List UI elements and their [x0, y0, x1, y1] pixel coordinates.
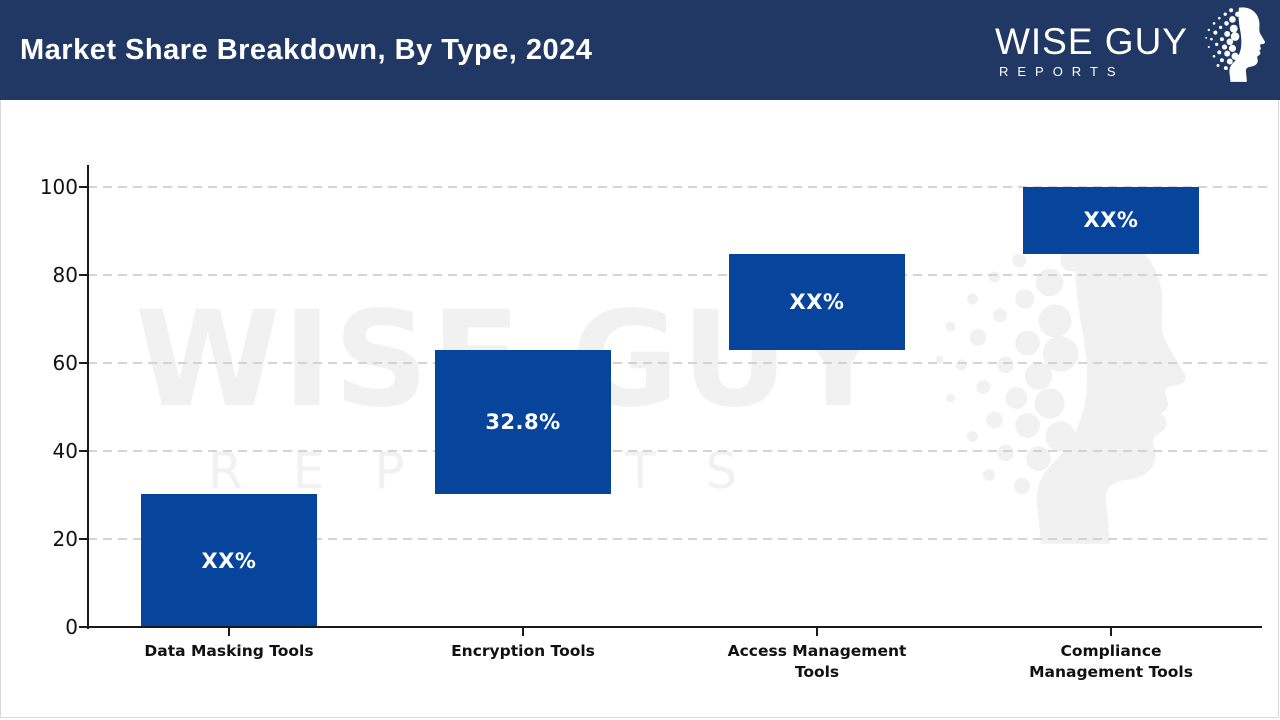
y-axis-tick	[79, 626, 88, 628]
x-axis-line	[87, 626, 1262, 628]
bar-1: XX%	[141, 494, 317, 627]
x-axis-tick	[816, 628, 818, 636]
x-category-label: Compliance Management Tools	[1029, 642, 1193, 681]
y-tick-label: 60	[52, 351, 78, 375]
gridline	[88, 274, 1270, 276]
gridline	[88, 362, 1270, 364]
gridline	[88, 450, 1270, 452]
y-axis-tick	[79, 186, 88, 188]
bar-value-label: 32.8%	[485, 409, 561, 434]
x-axis-tick	[522, 628, 524, 636]
bar-value-label: XX%	[201, 548, 257, 573]
x-category-label: Encryption Tools	[451, 642, 595, 660]
bar-value-label: XX%	[789, 289, 845, 314]
y-tick-label: 0	[65, 615, 78, 639]
bar-3: XX%	[729, 253, 905, 350]
brand-logo-text: WISE GUY REPORTS	[994, 21, 1188, 80]
brand-name: WISE GUY	[994, 21, 1188, 62]
y-axis-tick	[79, 274, 88, 276]
page-title: Market Share Breakdown, By Type, 2024	[20, 34, 593, 66]
y-tick-label: 100	[39, 175, 78, 199]
y-axis-tick	[79, 362, 88, 364]
gridline	[88, 538, 1270, 540]
y-tick-label: 20	[52, 527, 78, 551]
brand-subtitle: REPORTS	[998, 64, 1125, 79]
bar-4: XX%	[1023, 187, 1199, 254]
y-axis-tick	[79, 450, 88, 452]
x-axis-tick	[1110, 628, 1112, 636]
bar-value-label: XX%	[1083, 208, 1139, 233]
x-axis-tick	[228, 628, 230, 636]
header-bar: Market Share Breakdown, By Type, 2024 WI…	[0, 0, 1280, 100]
y-tick-label: 80	[52, 263, 78, 287]
gridline	[88, 186, 1270, 188]
x-category-label: Access Management Tools	[727, 642, 907, 681]
brand-logo: WISE GUY REPORTS	[995, 4, 1268, 98]
y-tick-label: 40	[52, 439, 78, 463]
bar-2: 32.8%	[435, 349, 611, 495]
y-axis-line	[87, 165, 89, 629]
x-category-label: Data Masking Tools	[144, 642, 314, 660]
head-profile-icon	[1205, 7, 1265, 82]
y-axis-tick	[79, 538, 88, 540]
